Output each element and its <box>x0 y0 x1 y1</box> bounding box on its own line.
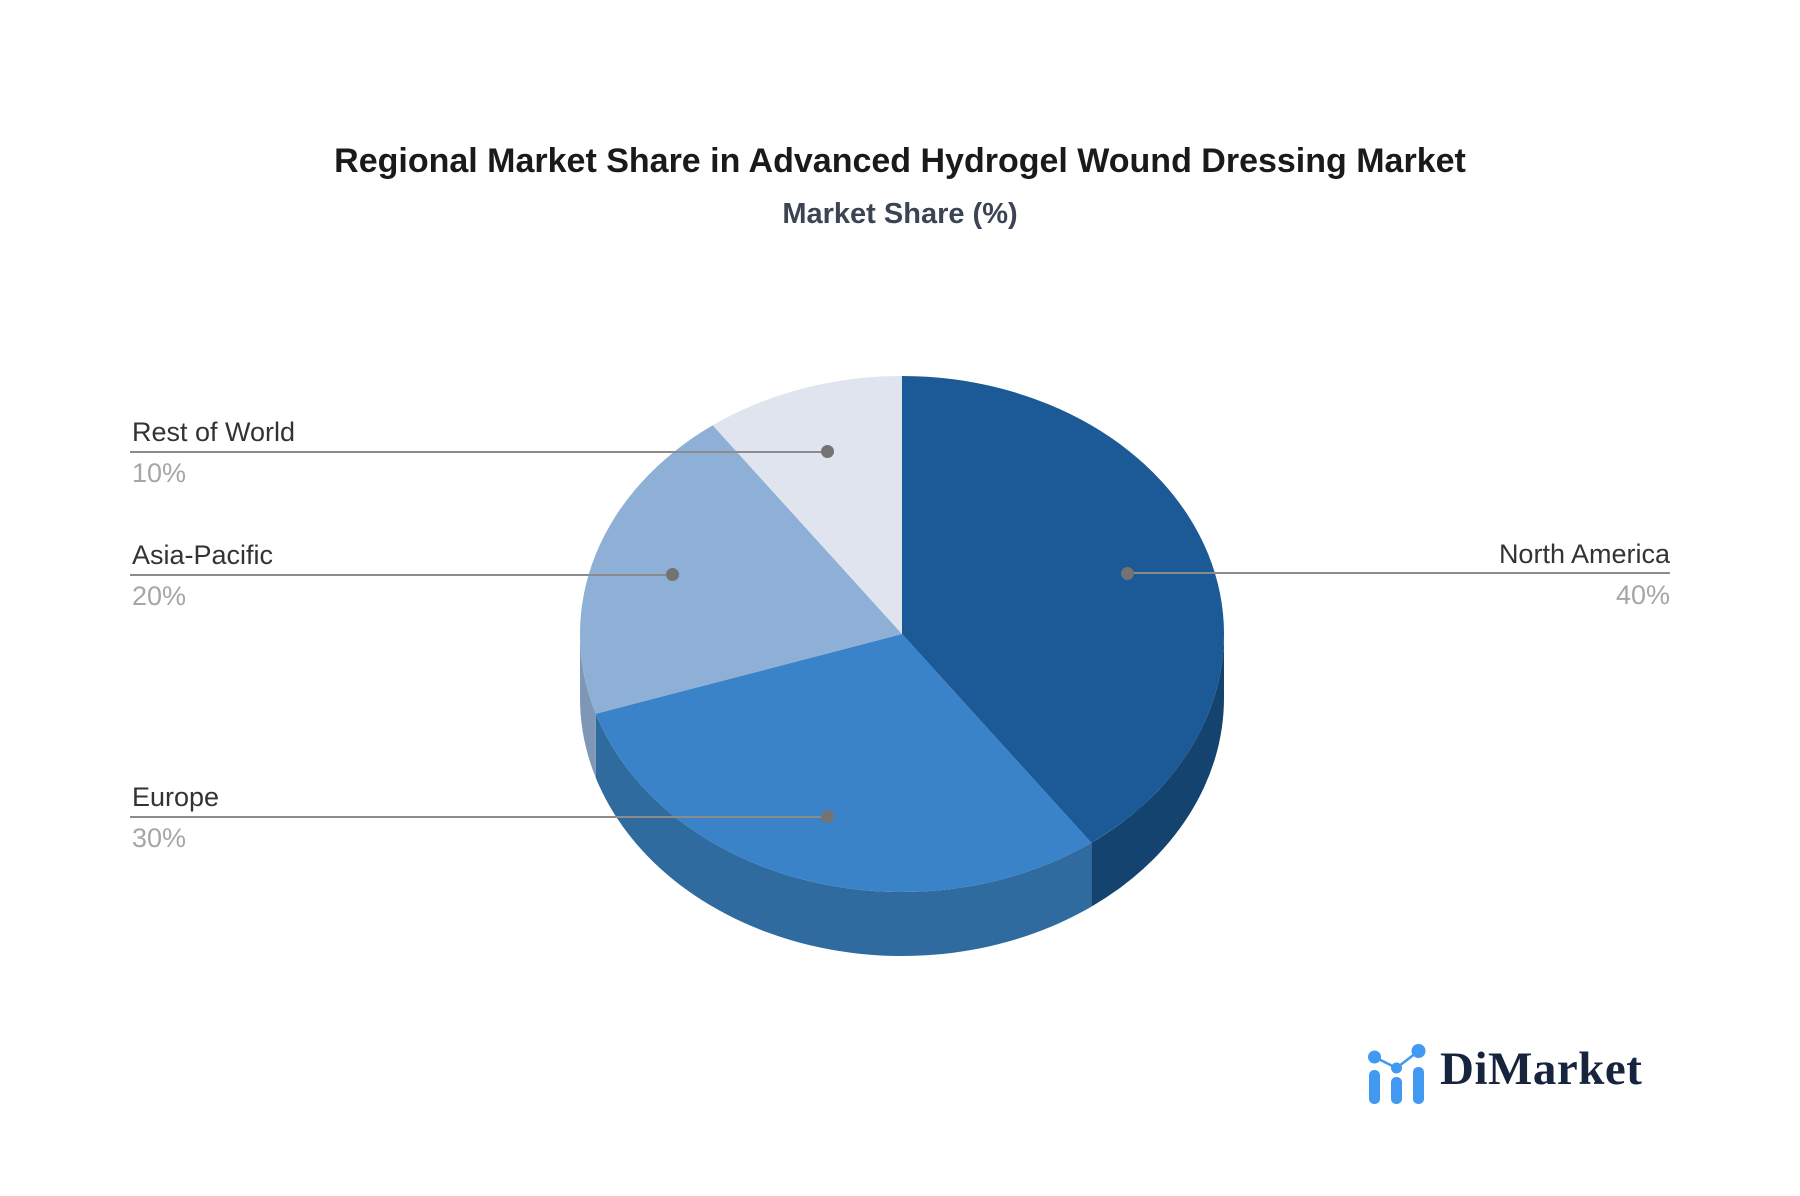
leader-dot-rest-of-world <box>821 445 834 458</box>
slice-label-europe: Europe <box>132 782 220 812</box>
slice-value-north-america: 40% <box>1615 580 1670 610</box>
slice-value-asia-pacific: 20% <box>132 581 187 611</box>
pie-slice-side-asia-pacific <box>580 634 596 778</box>
slice-label-north-america: North America <box>1498 539 1670 569</box>
chart-title: Regional Market Share in Advanced Hydrog… <box>334 142 1466 180</box>
leader-line-north-america <box>1128 572 1670 574</box>
brand-logo: DiMarket <box>1360 1038 1642 1106</box>
leader-dot-asia-pacific <box>666 568 679 581</box>
slice-value-rest-of-world: 10% <box>132 458 187 488</box>
pie-slice-side-europe <box>595 713 1092 957</box>
slice-value-europe: 30% <box>132 823 187 853</box>
brand-name: DiMarket <box>1440 1043 1643 1095</box>
bar-line-chart-icon <box>1368 1044 1426 1104</box>
pie-slice-north-america[interactable] <box>902 376 1225 843</box>
pie-slice-asia-pacific[interactable] <box>579 425 902 714</box>
pie-slice-europe[interactable] <box>595 634 1092 893</box>
chart-subtitle: Market Share (%) <box>782 198 1018 230</box>
slice-label-asia-pacific: Asia-Pacific <box>132 540 274 570</box>
pie-slice-rest-of-world[interactable] <box>712 375 902 634</box>
leader-dot-europe <box>821 810 834 823</box>
pie-slice-side-north-america <box>1091 634 1224 907</box>
leader-line-europe <box>130 816 828 818</box>
leader-dot-north-america <box>1121 567 1134 580</box>
slice-label-rest-of-world: Rest of World <box>132 417 296 447</box>
leader-line-asia-pacific <box>130 574 673 576</box>
leader-line-rest-of-world <box>130 451 828 453</box>
